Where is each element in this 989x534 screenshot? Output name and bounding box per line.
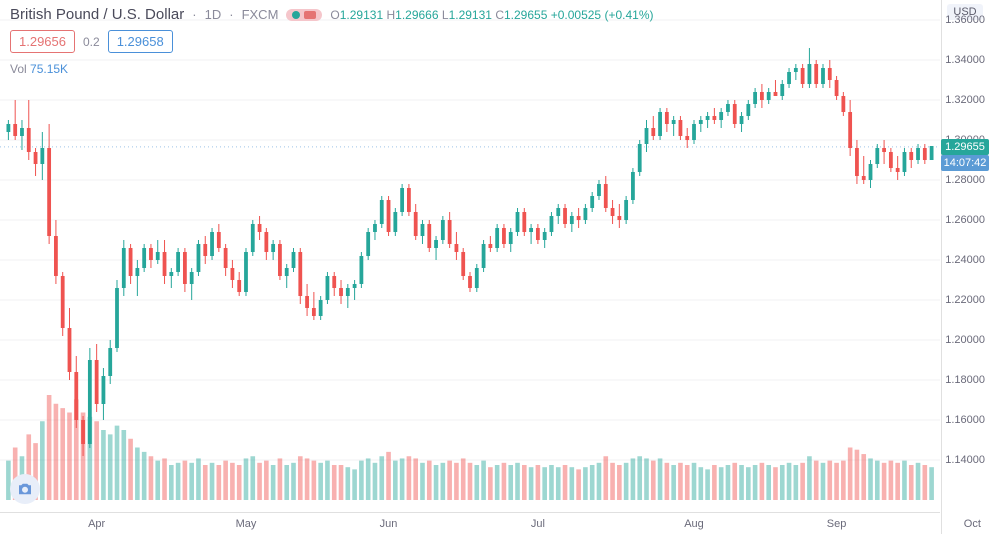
broker-label: FXCM — [242, 7, 279, 22]
series-style-pill[interactable] — [286, 9, 322, 21]
vol-label: Vol — [10, 62, 27, 76]
price-tick: 1.36000 — [945, 14, 985, 26]
last-price-label: 1.29655 — [941, 139, 989, 155]
ohlc-readout: O1.29131 H1.29666 L1.29131 C1.29655 +0.0… — [330, 8, 653, 22]
time-axis[interactable]: AprMayJunJulAugSepOct — [0, 512, 940, 534]
price-tick: 1.28000 — [945, 174, 985, 186]
price-tick: 1.18000 — [945, 374, 985, 386]
snapshot-button[interactable] — [10, 474, 40, 504]
time-tick: May — [236, 518, 257, 530]
time-tick: Jul — [531, 518, 545, 530]
instrument-name[interactable]: British Pound / U.S. Dollar — [10, 6, 184, 23]
spread-value: 0.2 — [83, 35, 100, 49]
chart-header: British Pound / U.S. Dollar · 1D · FXCM … — [10, 6, 939, 23]
dot-icon — [292, 11, 300, 19]
candle-icon — [304, 11, 316, 19]
time-tick: Apr — [88, 518, 105, 530]
camera-icon — [16, 480, 34, 498]
time-tick: Aug — [684, 518, 704, 530]
bid-ask-row: 1.29656 0.2 1.29658 — [10, 30, 173, 53]
sell-button[interactable]: 1.29656 — [10, 30, 75, 53]
price-tick: 1.26000 — [945, 214, 985, 226]
time-tick: Sep — [827, 518, 847, 530]
price-tick: 1.16000 — [945, 414, 985, 426]
time-tick: Oct — [964, 518, 981, 530]
price-tick: 1.32000 — [945, 94, 985, 106]
chart-pane[interactable] — [0, 0, 940, 534]
price-tick: 1.14000 — [945, 454, 985, 466]
time-tick: Jun — [380, 518, 398, 530]
price-axis[interactable]: USD 1.140001.160001.180001.200001.220001… — [941, 0, 989, 534]
interval-label[interactable]: 1D — [205, 7, 222, 22]
price-tick: 1.24000 — [945, 254, 985, 266]
volume-indicator-label[interactable]: Vol 75.15K — [10, 62, 68, 76]
buy-button[interactable]: 1.29658 — [108, 30, 173, 53]
price-tick: 1.34000 — [945, 54, 985, 66]
price-tick: 1.20000 — [945, 334, 985, 346]
price-tick: 1.22000 — [945, 294, 985, 306]
countdown-label: 14:07:42 — [941, 155, 989, 171]
vol-value: 75.15K — [30, 62, 68, 76]
